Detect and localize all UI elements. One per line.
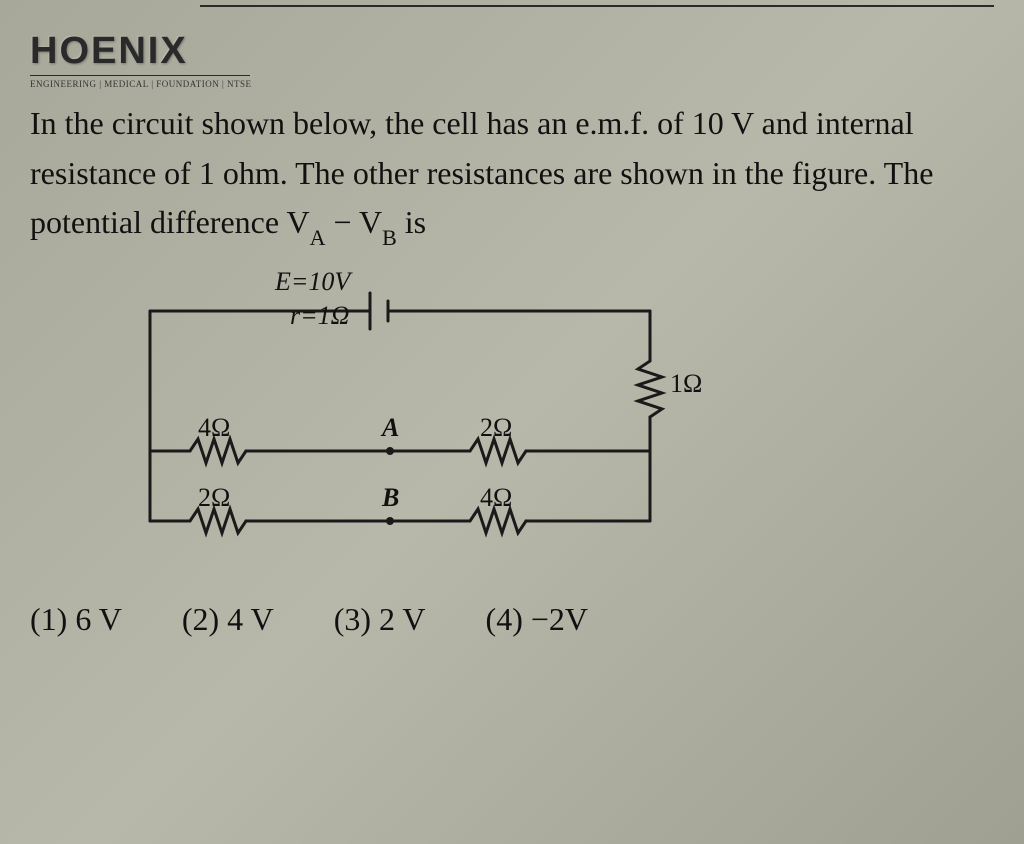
option-1[interactable]: (1) 6 V <box>30 601 122 638</box>
node-a-label: A <box>382 413 399 443</box>
bot-left-r-label: 2Ω <box>198 483 230 513</box>
circuit-diagram: E=10V r=1Ω 1Ω 4Ω 2Ω 2Ω 4Ω A B <box>90 271 730 571</box>
option-4[interactable]: (4) −2V <box>486 601 588 638</box>
top-rule <box>200 5 994 7</box>
node-b-label: B <box>382 483 399 513</box>
answer-options: (1) 6 V (2) 4 V (3) 2 V (4) −2V <box>30 601 994 638</box>
emf-label: E=10V <box>275 267 350 297</box>
question-mid: − V <box>325 204 382 240</box>
question-end: is <box>397 204 426 240</box>
top-left-r-label: 4Ω <box>198 413 230 443</box>
right-resistor-label: 1Ω <box>670 369 702 399</box>
option-3[interactable]: (3) 2 V <box>334 601 426 638</box>
internal-r-label: r=1Ω <box>290 301 349 331</box>
question-part-1: In the circuit shown below, the cell has… <box>30 105 933 240</box>
subscript-a: A <box>310 225 326 250</box>
subscript-b: B <box>382 225 397 250</box>
brand-underline <box>30 75 250 76</box>
question-text: In the circuit shown below, the cell has… <box>30 99 970 251</box>
option-2[interactable]: (2) 4 V <box>182 601 274 638</box>
bot-right-r-label: 4Ω <box>480 483 512 513</box>
top-right-r-label: 2Ω <box>480 413 512 443</box>
brand-header: HOENIX <box>30 30 994 73</box>
brand-tagline: ENGINEERING | MEDICAL | FOUNDATION | NTS… <box>30 79 994 89</box>
